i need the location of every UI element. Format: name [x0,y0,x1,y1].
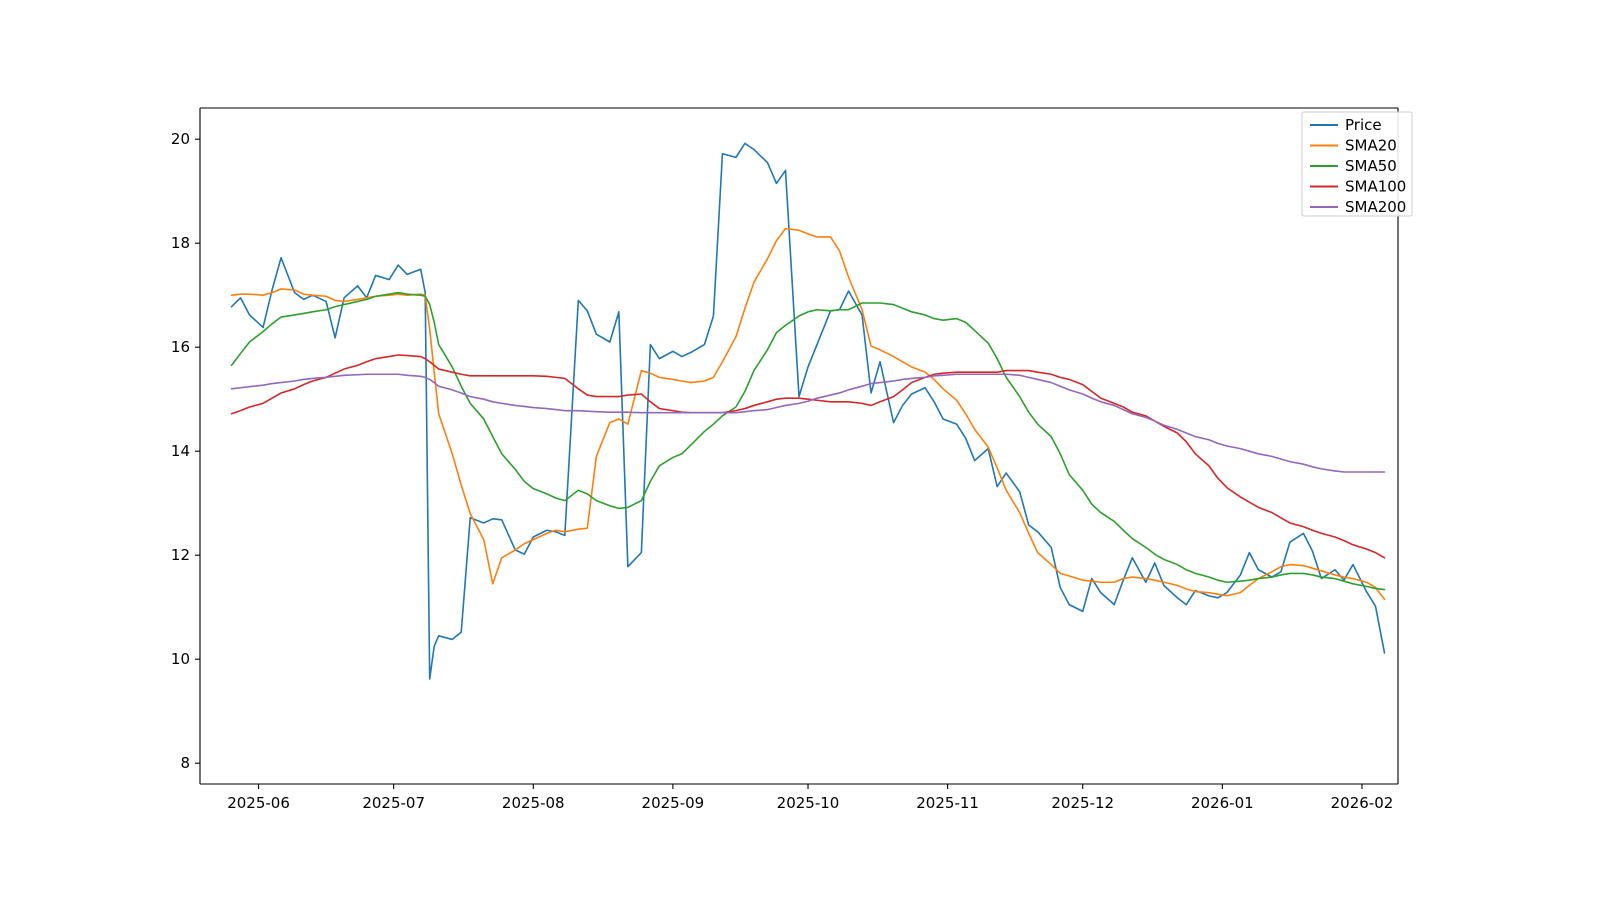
y-axis-ticks: 8 10 12 14 16 18 20 [171,130,200,772]
legend-label-price: Price [1345,116,1382,134]
series-line-sma50 [230,291,1386,591]
series-line-sma20 [230,227,1386,601]
series-line-sma100 [230,354,1386,559]
y-tick-label: 16 [171,338,190,356]
x-tick-label: 2025-07 [362,794,425,812]
x-tick-label: 2025-10 [777,794,840,812]
y-tick-label: 10 [171,650,190,668]
axes-spines [199,107,1399,785]
x-tick-label: 2026-01 [1191,794,1254,812]
series-line-sma200 [230,373,1386,473]
y-tick-label: 20 [171,130,190,148]
legend-label-sma20: SMA20 [1345,137,1397,155]
legend-label-sma200: SMA200 [1345,198,1406,216]
legend-box [1301,111,1413,217]
x-tick-label: 2025-12 [1051,794,1114,812]
x-tick-label: 2025-09 [642,794,705,812]
x-axis-ticks: 2025-06 2025-07 2025-08 2025-09 2025-10 2025-… [227,784,1393,812]
legend-label-sma100: SMA100 [1345,178,1406,196]
x-tick-label: 2025-08 [502,794,565,812]
x-tick-label: 2026-02 [1331,794,1394,812]
legend-label-sma50: SMA50 [1345,157,1397,175]
y-tick-label: 8 [180,754,190,772]
y-tick-label: 12 [171,546,190,564]
x-tick-label: 2025-11 [916,794,979,812]
series-line-price [230,142,1386,680]
y-tick-label: 14 [171,442,190,460]
x-tick-label: 2025-06 [227,794,290,812]
series-lines [230,142,1386,680]
chart-legend[interactable]: Price SMA20 SMA50 SMA100 SMA200 [1301,111,1413,217]
y-tick-label: 18 [171,234,190,252]
